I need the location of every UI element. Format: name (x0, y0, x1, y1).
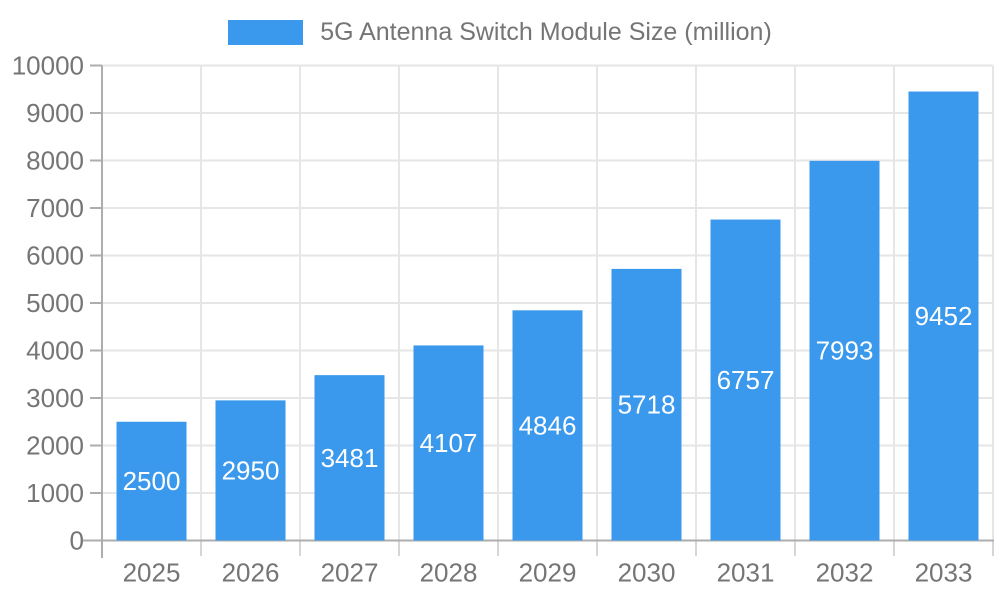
x-tick-label-2026: 2026 (222, 558, 280, 588)
x-tick-label-2033: 2033 (915, 558, 973, 588)
bar-2029[interactable] (512, 310, 583, 541)
y-tick-label-0: 0 (70, 526, 84, 556)
x-tick-label-2025: 2025 (123, 558, 181, 588)
y-tick-label-1000: 1000 (26, 478, 84, 508)
bar-2025[interactable] (116, 421, 187, 541)
bar-value-label-2033: 9452 (915, 301, 973, 331)
bar-2033[interactable] (908, 91, 979, 541)
bar-2031[interactable] (710, 219, 781, 541)
x-tick-label-2028: 2028 (420, 558, 478, 588)
bar-2032[interactable] (809, 160, 880, 541)
bar-2026[interactable] (215, 400, 286, 541)
x-tick-label-2027: 2027 (321, 558, 379, 588)
legend-label: 5G Antenna Switch Module Size (million) (320, 18, 772, 46)
gridlines (102, 64, 994, 541)
bar-value-label-2028: 4107 (420, 428, 478, 458)
y-tick-label-3000: 3000 (26, 383, 84, 413)
bar-2030[interactable] (611, 268, 682, 541)
chart-legend[interactable]: 5G Antenna Switch Module Size (million) (0, 20, 1000, 45)
x-tick-label-2030: 2030 (618, 558, 676, 588)
bar-value-label-2032: 7993 (816, 336, 874, 366)
x-tick-label-2032: 2032 (816, 558, 874, 588)
y-tick-label-10000: 10000 (12, 51, 84, 81)
bar-value-label-2031: 6757 (717, 365, 775, 395)
y-tick-label-9000: 9000 (26, 98, 84, 128)
bar-value-label-2025: 2500 (123, 466, 181, 496)
bar-series (116, 91, 979, 541)
bar-value-labels: 2500 2950 3481 4107 4846 5718 6757 7993 9452 (123, 301, 973, 496)
bar-2028[interactable] (413, 345, 484, 541)
legend-swatch (228, 20, 304, 45)
bar-2027[interactable] (314, 375, 385, 541)
y-tick-label-7000: 7000 (26, 193, 84, 223)
y-tick-label-8000: 8000 (26, 146, 84, 176)
bar-value-label-2029: 4846 (519, 410, 577, 440)
y-tick-label-5000: 5000 (26, 288, 84, 318)
y-tick-label-2000: 2000 (26, 431, 84, 461)
bar-value-label-2027: 3481 (321, 443, 379, 473)
y-tick-label-6000: 6000 (26, 241, 84, 271)
axis-tick-labels: 2025 2026 2027 2028 2029 2030 2031 2032 2033 0 100… (12, 51, 973, 588)
x-tick-label-2029: 2029 (519, 558, 577, 588)
bar-value-label-2026: 2950 (222, 455, 280, 485)
x-tick-label-2031: 2031 (717, 558, 775, 588)
bar-value-label-2030: 5718 (618, 390, 676, 420)
y-tick-label-4000: 4000 (26, 336, 84, 366)
